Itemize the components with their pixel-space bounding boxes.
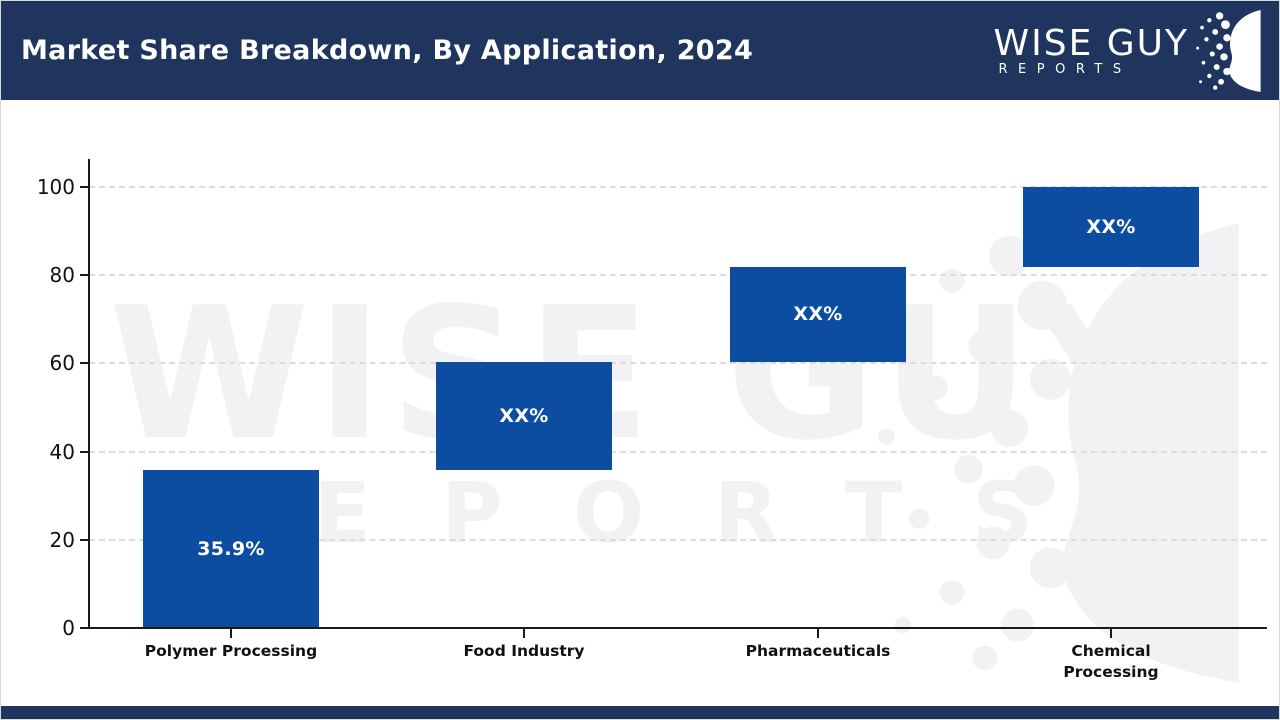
bar-value-label: XX% [793,303,843,326]
bar-value-label: XX% [1086,216,1136,239]
watermark-wiseguy-text: WISE GUY [109,268,1174,480]
brand-subtitle: REPORTS [998,62,1132,78]
y-tick-60 [80,362,88,365]
y-tick-label: 40 [49,439,75,464]
y-tick-80 [80,274,88,277]
y-tick-label: 0 [62,616,75,640]
gridline-100 [89,186,1267,188]
bar-value-label: XX% [499,404,549,427]
gridline-20 [89,538,1267,541]
watermark-reports-text: REPORTS [179,464,1103,562]
gridline-40 [89,450,1267,453]
x-tick-3 [1110,629,1112,638]
x-axis-line [88,627,1267,629]
bar-polymer-processing: 35.9% [143,469,319,628]
bar-pharmaceuticals: XX% [730,267,906,362]
y-tick-20 [80,538,88,541]
y-tick-label: 20 [49,527,75,552]
brand-name: WISE GUY [993,22,1189,64]
y-tick-0 [80,627,88,629]
x-tick-0 [230,629,232,638]
page-title: Market Share Breakdown, By Application, … [21,35,754,66]
bar-chemical-processing: XX% [1023,187,1199,268]
x-tick-2 [817,629,819,638]
y-tick-label: 100 [36,175,75,199]
footer-bar [1,706,1279,719]
x-category-label-2: Pharmaceuticals [745,642,891,660]
bar-value-label: 35.9% [197,537,265,560]
x-tick-1 [523,629,525,638]
x-category-label-1: Food Industry [463,642,585,660]
gridline-60 [89,362,1267,365]
y-tick-label: 60 [49,351,75,376]
y-tick-40 [80,450,88,453]
brand-logo: WISE GUY REPORTS [994,9,1264,93]
brand-logo-text: WISE GUY REPORTS [993,22,1190,78]
brand-head-icon [1196,10,1261,92]
y-tick-100 [80,186,88,188]
x-category-label-3: Chemical Processing [1063,642,1159,681]
header-bar: Market Share Breakdown, By Application, … [1,1,1279,100]
y-tick-label: 80 [49,263,75,288]
x-category-label-0: Polymer Processing [144,642,318,660]
y-axis-line [88,159,90,629]
gridline-80 [89,274,1267,277]
bar-food-industry: XX% [436,361,612,470]
